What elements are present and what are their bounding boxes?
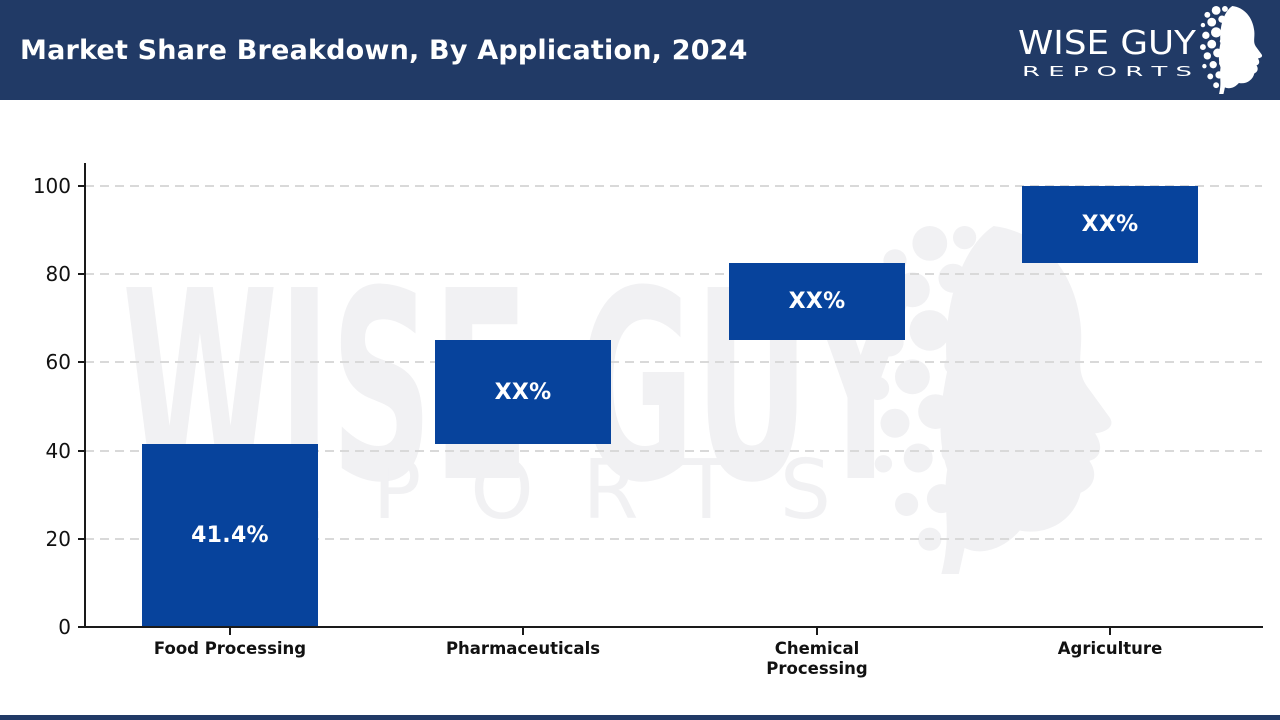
x-axis-tick	[522, 628, 524, 635]
logo-reports-text: R E P O R T S	[1022, 65, 1192, 80]
bar-value-label: XX%	[788, 289, 846, 315]
logo-brand-line2-svg: R E P O R T S	[1022, 65, 1192, 80]
y-axis-tick	[78, 537, 85, 540]
y-tick-label: 40	[45, 438, 71, 463]
gridline	[85, 361, 1262, 364]
x-category-label: Pharmaceuticals	[445, 639, 601, 658]
y-tick-label: 80	[45, 262, 71, 287]
bar-value-label: XX%	[1081, 212, 1139, 238]
gridline	[85, 185, 1262, 187]
bar-agriculture: XX%	[1022, 186, 1198, 264]
x-category-label: Food Processing	[153, 639, 307, 658]
dotted-head-profile-icon	[1200, 6, 1263, 94]
y-tick-label: 100	[32, 174, 71, 198]
logo-brand-line1-svg: WISE GUY	[1018, 23, 1197, 62]
chart-plot-area: WISE GUY REPORTS 0 20 40 60 80 100 41.4% Food P…	[0, 100, 1280, 715]
footer-strip	[0, 715, 1280, 720]
x-axis-line	[84, 626, 1263, 628]
wise-guy-reports-logo: WISE GUY R E P O R T S	[1018, 0, 1266, 100]
gridline	[85, 449, 1262, 452]
y-tick-label: 20	[45, 526, 71, 551]
x-axis-tick	[1109, 628, 1111, 635]
bar-value-label: 41.4%	[191, 523, 269, 549]
logo-brand-text: WISE GUY	[1018, 23, 1197, 62]
header-bar: Market Share Breakdown, By Application, …	[0, 0, 1280, 100]
x-category-label: Agriculture	[1057, 639, 1163, 658]
logo-text: WISE GUY R E P O R T S	[1018, 23, 1198, 81]
y-axis-tick	[78, 626, 85, 628]
y-tick-label: 60	[45, 350, 71, 375]
y-axis-tick	[78, 273, 85, 276]
x-axis-tick	[816, 628, 818, 635]
gridline	[85, 273, 1262, 276]
x-axis-tick	[229, 628, 231, 635]
page-title: Market Share Breakdown, By Application, …	[20, 34, 748, 66]
y-axis-tick	[78, 449, 85, 452]
x-category-label: Chemical Processing	[766, 639, 868, 678]
y-axis-line	[84, 163, 86, 628]
y-tick-label: 0	[58, 615, 71, 639]
bar-value-label: XX%	[494, 379, 552, 405]
bar-food-processing: 41.4%	[142, 444, 318, 627]
y-axis-tick	[78, 361, 85, 364]
y-axis-tick	[78, 185, 85, 187]
bar-chemical-processing: XX%	[729, 263, 905, 341]
bar-pharmaceuticals: XX%	[435, 340, 611, 445]
gridline	[85, 537, 1262, 540]
